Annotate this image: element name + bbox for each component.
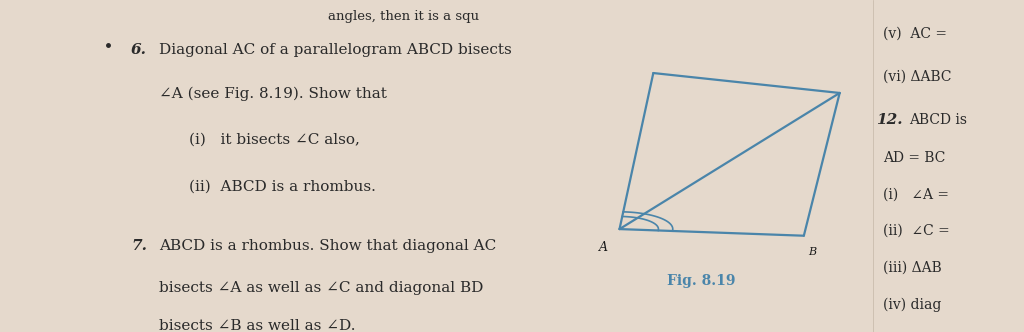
Text: bisects ∠B as well as ∠D.: bisects ∠B as well as ∠D. — [159, 319, 355, 332]
Text: 12.: 12. — [876, 113, 902, 127]
Text: (ii)  ∠C =: (ii) ∠C = — [883, 224, 949, 238]
Text: ABCD is: ABCD is — [909, 113, 968, 127]
Text: (i)   it bisects ∠C also,: (i) it bisects ∠C also, — [189, 133, 360, 147]
Text: (i)   ∠A =: (i) ∠A = — [883, 188, 948, 202]
Text: (ii)  ABCD is a rhombus.: (ii) ABCD is a rhombus. — [189, 179, 376, 193]
Text: (vi) ΔABC: (vi) ΔABC — [883, 70, 951, 84]
Text: (iv) diag: (iv) diag — [883, 297, 941, 311]
Text: ∠A (see Fig. 8.19). Show that: ∠A (see Fig. 8.19). Show that — [159, 86, 387, 101]
Text: A: A — [599, 241, 607, 254]
Text: Fig. 8.19: Fig. 8.19 — [668, 274, 735, 288]
Text: AD = BC: AD = BC — [883, 151, 945, 165]
Text: B: B — [808, 247, 816, 257]
Text: (iii) ΔAB: (iii) ΔAB — [883, 261, 941, 275]
Text: ABCD is a rhombus. Show that diagonal AC: ABCD is a rhombus. Show that diagonal AC — [159, 239, 496, 253]
Text: (v)  AC =: (v) AC = — [883, 27, 946, 41]
Text: Diagonal AC of a parallelogram ABCD bisects: Diagonal AC of a parallelogram ABCD bise… — [159, 43, 511, 57]
Text: angles, then it is a squ: angles, then it is a squ — [328, 10, 479, 23]
Text: 6.: 6. — [131, 43, 147, 57]
Text: 7.: 7. — [131, 239, 147, 253]
Text: bisects ∠A as well as ∠C and diagonal BD: bisects ∠A as well as ∠C and diagonal BD — [159, 281, 483, 294]
